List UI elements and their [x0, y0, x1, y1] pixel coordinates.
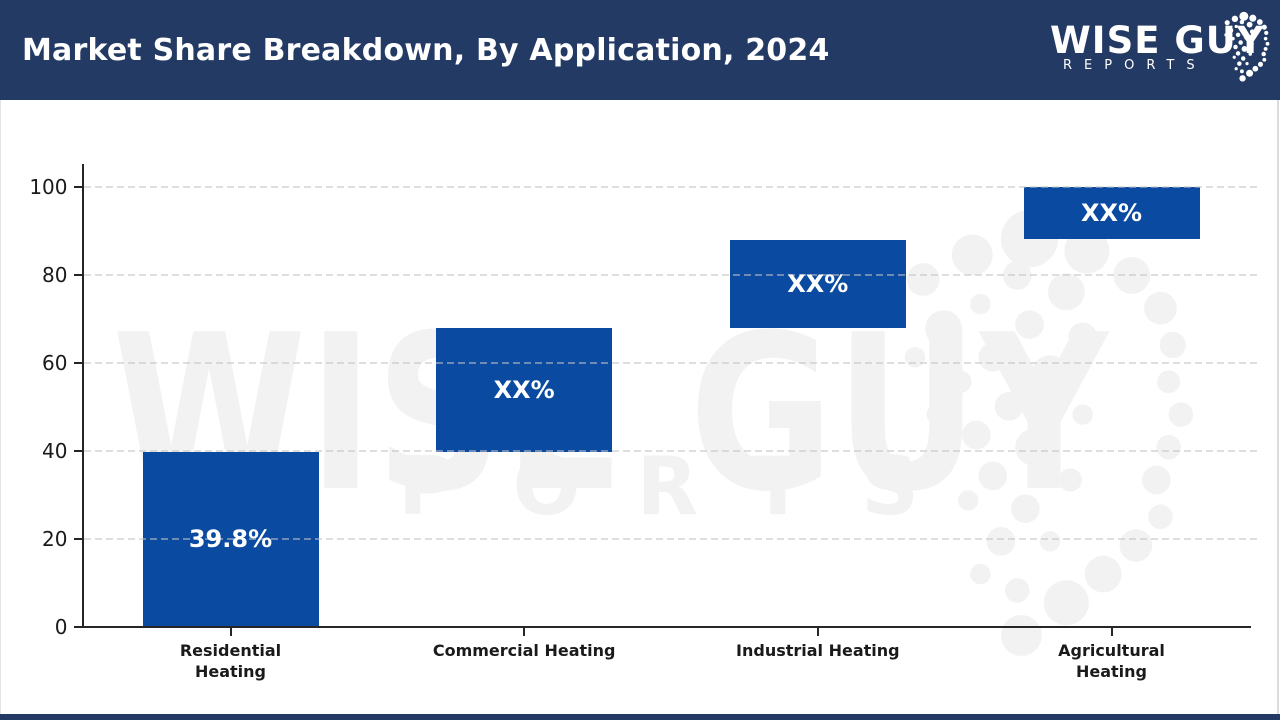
- y-axis-tick-label: 100: [29, 174, 68, 199]
- x-axis-tick: [816, 627, 819, 636]
- y-axis-tick: [74, 625, 82, 628]
- y-axis-tick: [74, 273, 82, 276]
- x-axis-category-label: Commercial Heating: [404, 640, 644, 661]
- y-axis-tick-label: 40: [42, 438, 68, 463]
- left-edge-divider: [0, 100, 1, 714]
- y-axis-tick: [74, 361, 82, 364]
- gridline: [83, 185, 1258, 188]
- gridline: [83, 273, 1258, 276]
- x-axis-category-line: Heating: [194, 661, 266, 681]
- brand-logo: WISE GUY REPORTS: [1010, 0, 1274, 100]
- gridline: [83, 537, 1258, 540]
- x-axis-tick: [229, 627, 232, 636]
- right-edge-divider: [1277, 100, 1279, 714]
- x-axis-category-line: Commercial Heating: [432, 640, 616, 660]
- page-title: Market Share Breakdown, By Application, …: [22, 33, 830, 68]
- x-axis-category-line: Heating: [1075, 661, 1147, 681]
- y-axis-tick-label: 60: [42, 350, 68, 375]
- brand-logo-subtitle: REPORTS: [1063, 58, 1207, 73]
- x-axis-category-line: Industrial Heating: [736, 640, 900, 660]
- y-axis-tick: [74, 185, 82, 188]
- x-axis-tick: [1110, 627, 1113, 636]
- bar-segment: [729, 239, 906, 328]
- y-axis-tick-label: 80: [42, 262, 68, 287]
- bar-segment: [1023, 186, 1200, 240]
- dotted-head-icon: [1208, 6, 1272, 88]
- x-axis-line: [82, 625, 1251, 628]
- gridline: [83, 361, 1258, 364]
- bar-value-label: 39.8%: [188, 525, 273, 554]
- brand-logo-wordmark: WISE GUY: [1050, 19, 1265, 62]
- y-axis-tick: [74, 449, 82, 452]
- x-axis-category-line: Residential: [179, 640, 282, 660]
- header: Market Share Breakdown, By Application, …: [0, 0, 1280, 100]
- y-axis-tick-label: 20: [42, 526, 68, 551]
- chart-area: WISE GUY PORTS 39.8% XX% XX% XX% 0 20 40 60 80 10…: [0, 100, 1280, 714]
- y-axis-line: [82, 164, 84, 627]
- bar-value-label: XX%: [493, 375, 555, 404]
- x-axis-category-line: Agricultural: [1058, 640, 1165, 660]
- footer-bar: [0, 714, 1280, 720]
- x-axis-tick: [523, 627, 526, 636]
- x-axis-category-label: Industrial Heating: [698, 640, 938, 661]
- y-axis-tick: [74, 537, 82, 540]
- bar-value-label: XX%: [1080, 199, 1143, 228]
- bar-segment: [436, 327, 613, 452]
- y-axis-tick-label: 0: [54, 614, 68, 639]
- gridline: [83, 449, 1258, 452]
- x-axis-category-label: Agricultural Heating: [992, 640, 1232, 682]
- watermark-subtitle: PORTS: [398, 440, 975, 533]
- x-axis-category-label: Residential Heating: [111, 640, 351, 682]
- bar-value-label: XX%: [787, 269, 849, 298]
